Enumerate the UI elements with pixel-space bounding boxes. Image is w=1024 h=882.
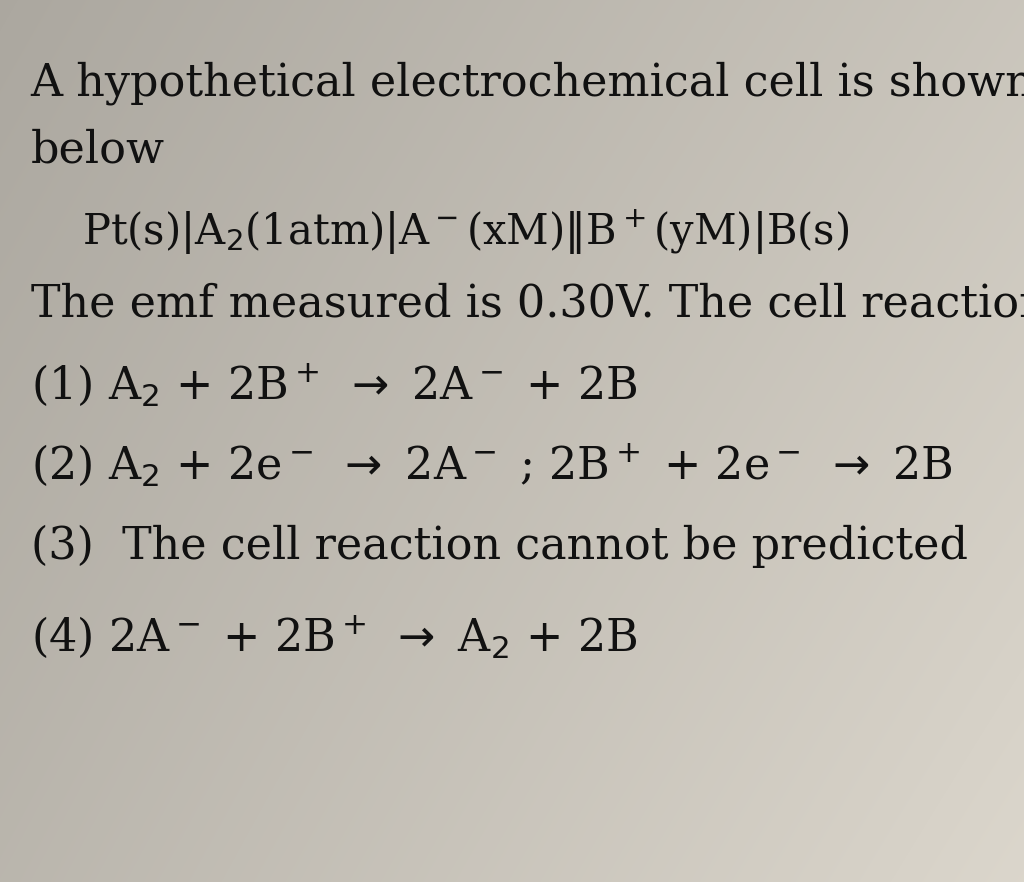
Text: (3)  The cell reaction cannot be predicted: (3) The cell reaction cannot be predicte… <box>31 525 968 568</box>
Text: (1) A$_2$ + 2B$^+$ $\rightarrow$ 2A$^-$ + 2B: (1) A$_2$ + 2B$^+$ $\rightarrow$ 2A$^-$ … <box>31 362 637 408</box>
Text: The emf measured is 0.30V. The cell reaction is: The emf measured is 0.30V. The cell reac… <box>31 282 1024 325</box>
Text: Pt(s)$|$A$_2$(1atm)$|$A$^-$(xM)$\|$B$^+$(yM)$|$B(s): Pt(s)$|$A$_2$(1atm)$|$A$^-$(xM)$\|$B$^+$… <box>82 207 849 257</box>
Text: A hypothetical electrochemical cell is shown: A hypothetical electrochemical cell is s… <box>31 62 1024 106</box>
Text: (2) A$_2$ + 2e$^-$ $\rightarrow$ 2A$^-$ ; 2B$^+$ + 2e$^-$ $\rightarrow$ 2B: (2) A$_2$ + 2e$^-$ $\rightarrow$ 2A$^-$ … <box>31 441 952 488</box>
Text: below: below <box>31 128 165 171</box>
Text: (4) 2A$^-$ + 2B$^+$ $\rightarrow$ A$_2$ + 2B: (4) 2A$^-$ + 2B$^+$ $\rightarrow$ A$_2$ … <box>31 613 637 660</box>
